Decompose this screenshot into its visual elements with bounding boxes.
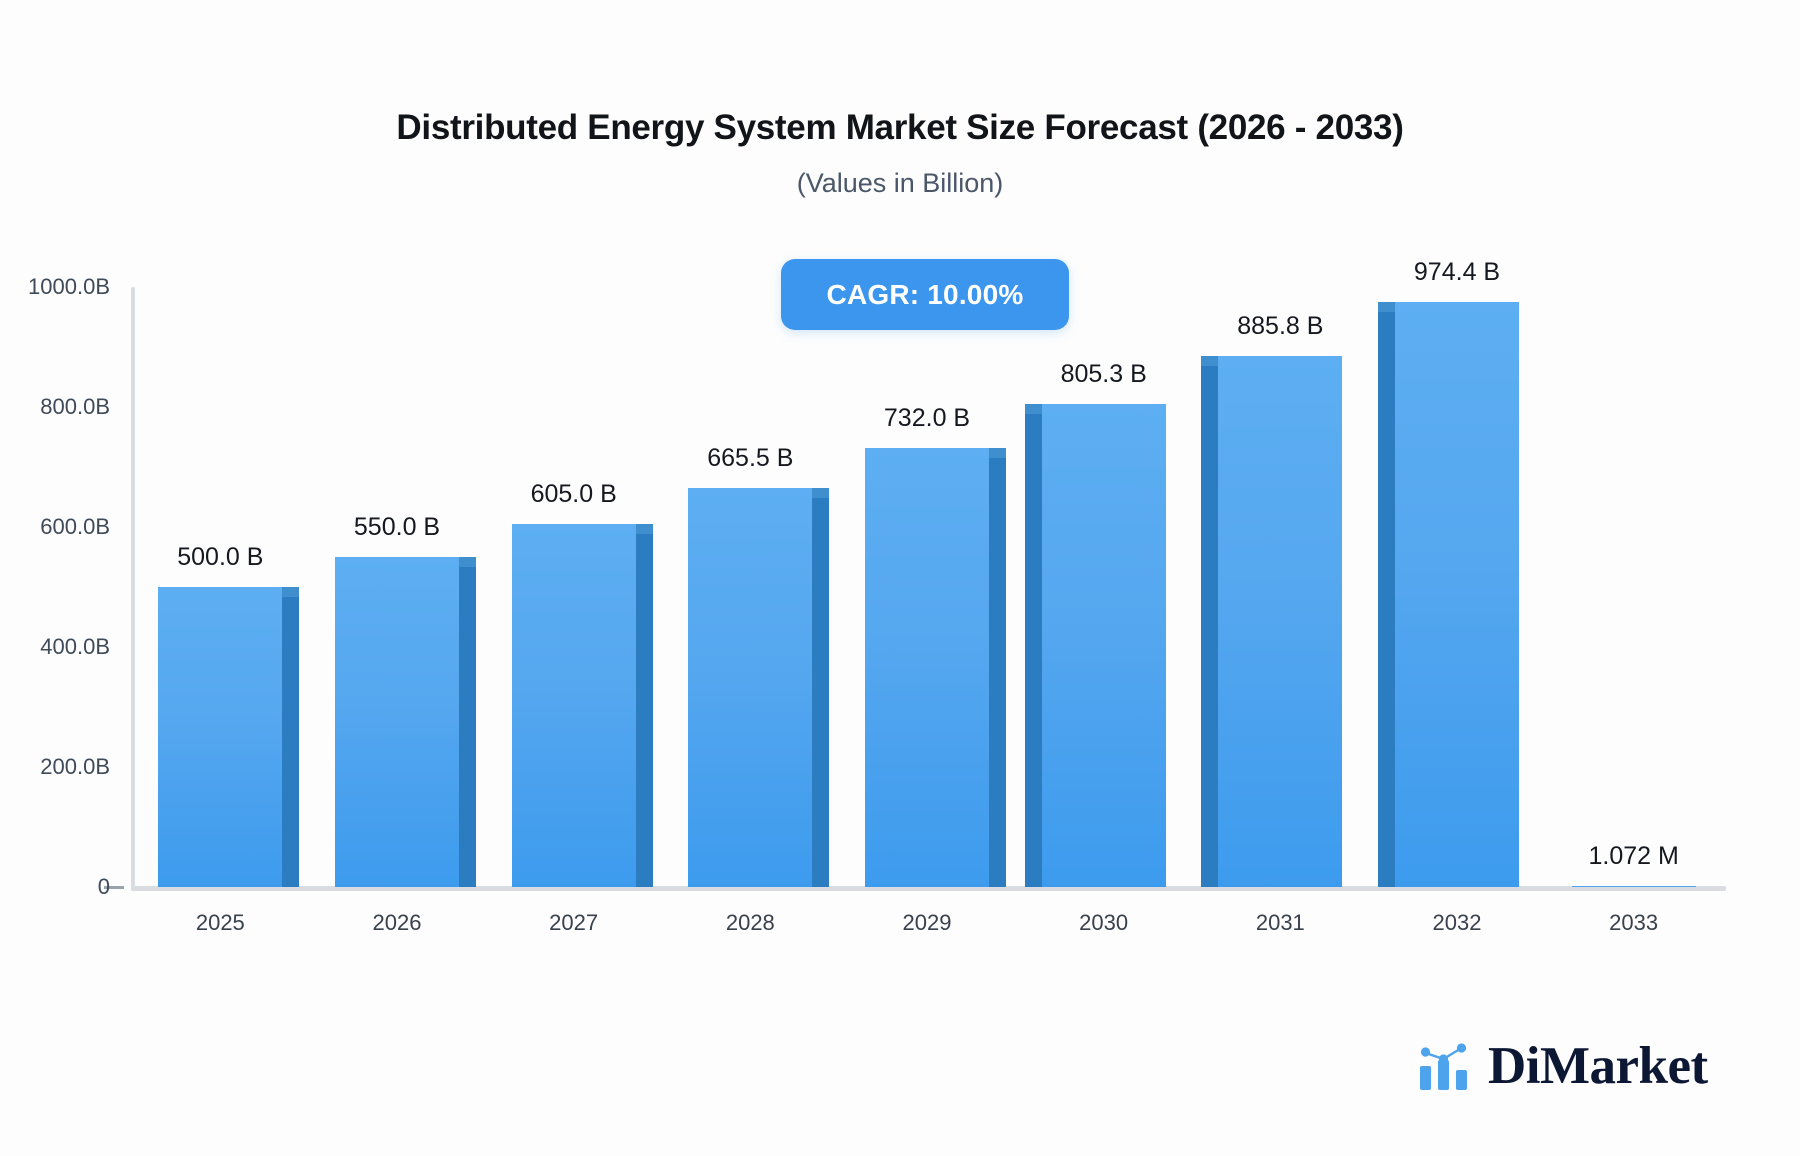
bar-side-face [989, 457, 1006, 887]
bar-2028 [688, 487, 830, 887]
y-axis-tick-label: 400.0B [40, 634, 110, 659]
bar-side-face [635, 534, 653, 887]
x-axis-tick-label: 2033 [1609, 910, 1659, 935]
bar-front-face [1571, 886, 1696, 887]
bar-top-face [1378, 302, 1395, 313]
bar-front-face [1218, 355, 1343, 887]
x-axis-tick-label: 2026 [372, 910, 422, 935]
chart-subtitle: (Values in Billion) [796, 168, 1004, 198]
bar-front-face [1041, 403, 1166, 887]
x-axis-tick-label: 2028 [725, 910, 775, 935]
bar-2025 [158, 587, 300, 887]
y-axis-tick-label: 200.0B [40, 754, 110, 779]
plot-area [132, 287, 1722, 887]
brand-logo: DiMarket [1418, 1040, 1708, 1093]
cagr-badge-label: CAGR: 10.00% [826, 278, 1024, 310]
bar-2031 [1201, 355, 1343, 887]
bar-side-face [1201, 365, 1219, 887]
bar-side-face [1024, 413, 1042, 887]
chart-title: Distributed Energy System Market Size Fo… [396, 108, 1404, 147]
bar-top-face [989, 447, 1006, 458]
bar-front-face [335, 557, 459, 887]
bar-top-face [812, 487, 830, 498]
y-axis-tick-label: 1000.0B [28, 274, 110, 299]
bar-value-label: 605.0 B [530, 480, 617, 508]
x-axis-tick-label: 2025 [195, 910, 245, 935]
bar-top-face [1024, 403, 1042, 414]
bar-side-face [812, 497, 830, 887]
bar-2026 [335, 557, 476, 887]
bar-front-face [688, 487, 813, 887]
bar-value-label: 885.8 B [1237, 311, 1324, 340]
x-axis-tick-label: 2029 [902, 910, 952, 935]
bar-value-label: 550.0 B [353, 513, 441, 541]
y-axis-tick-label: 0 [97, 874, 110, 899]
bar-side-face [1378, 312, 1395, 887]
bar-2032 [1378, 302, 1519, 887]
y-axis-zero-tick [104, 886, 124, 889]
bar-side-face [282, 597, 300, 887]
bar-front-face [865, 447, 989, 887]
y-axis-tick-label: 600.0B [40, 514, 110, 539]
x-axis-tick-label: 2027 [549, 910, 599, 935]
x-axis-tick-label: 2030 [1079, 910, 1129, 935]
bar-front-face [158, 587, 283, 887]
bar-value-label: 1.072 M [1588, 842, 1679, 871]
bar-2027 [511, 524, 653, 887]
bar-front-face [511, 524, 636, 887]
bar-2030 [1024, 403, 1166, 887]
bar-front-face [1395, 302, 1519, 887]
x-axis-tick-label: 2031 [1255, 910, 1305, 935]
bar-side-face [459, 567, 476, 887]
y-axis-line [131, 287, 135, 888]
x-axis-tick-label: 2032 [1432, 910, 1482, 935]
bar-value-label: 974.4 B [1413, 258, 1501, 287]
cagr-badge: CAGR: 10.00% [781, 259, 1069, 330]
bar-top-face [1201, 355, 1219, 366]
bar-value-label: 665.5 B [707, 443, 794, 472]
bar-value-label: 500.0 B [177, 543, 264, 571]
bar-value-label: 732.0 B [883, 403, 971, 432]
bar-2033 [1571, 886, 1696, 887]
bar-top-face [459, 557, 476, 567]
brand-name: DiMarket [1488, 1037, 1708, 1095]
bar-top-face [635, 524, 653, 534]
bar-value-label: 805.3 B [1060, 359, 1147, 388]
bar-2029 [865, 447, 1006, 887]
bar-top-face [282, 587, 300, 597]
y-axis-tick-label: 800.0B [40, 394, 110, 419]
x-axis-line [131, 886, 1726, 891]
bar-chart-logo-icon [1420, 1042, 1467, 1090]
